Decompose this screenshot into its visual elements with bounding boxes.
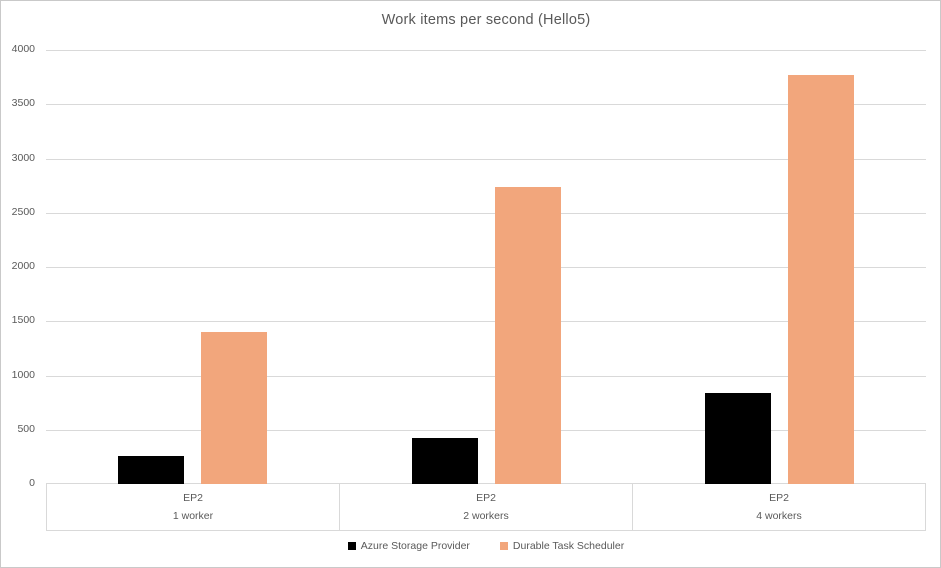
gridline: [46, 430, 926, 431]
category-axis: EP2 1 worker EP2 2 workers EP2 4 workers: [46, 484, 926, 531]
category-label-bottom: 2 workers: [463, 510, 509, 522]
bar-durable-task-scheduler: [495, 187, 561, 484]
y-tick-label: 3500: [11, 97, 35, 109]
category-label-bottom: 1 worker: [172, 510, 214, 522]
y-tick-label: 2500: [11, 206, 35, 218]
gridline: [46, 321, 926, 322]
category-group: EP2 1 worker: [46, 484, 339, 530]
category-label-top: EP2: [476, 492, 496, 504]
gridline: [46, 267, 926, 268]
gridline: [46, 213, 926, 214]
bar-durable-task-scheduler: [788, 75, 854, 484]
bar-azure-storage-provider: [118, 456, 184, 484]
legend-marker-icon: [347, 542, 356, 550]
y-tick-label: 500: [17, 423, 35, 435]
gridline: [46, 159, 926, 160]
bar-durable-task-scheduler: [201, 332, 267, 484]
legend: Azure Storage Provider Durable Task Sched…: [46, 540, 926, 552]
legend-marker-icon: [499, 542, 508, 550]
legend-label: Durable Task Scheduler: [512, 540, 625, 552]
plot-area: [46, 50, 926, 484]
legend-label: Azure Storage Provider: [360, 540, 470, 552]
y-tick-label: 1000: [11, 369, 35, 381]
category-group: EP2 2 workers: [339, 484, 632, 530]
legend-item-azure-storage-provider: Azure Storage Provider: [347, 540, 470, 552]
legend-item-durable-task-scheduler: Durable Task Scheduler: [499, 540, 625, 552]
y-tick-label: 0: [29, 477, 35, 489]
gridline: [46, 376, 926, 377]
x-axis-line: [46, 483, 926, 484]
chart-title: Work items per second (Hello5): [381, 12, 591, 28]
gridline: [46, 50, 926, 51]
y-tick-label: 4000: [11, 43, 35, 55]
bar-azure-storage-provider: [705, 393, 771, 484]
category-label-bottom: 4 workers: [756, 510, 802, 522]
y-tick-label: 2000: [11, 260, 35, 272]
category-group: EP2 4 workers: [632, 484, 925, 530]
category-label-top: EP2: [769, 492, 789, 504]
category-label-top: EP2: [183, 492, 203, 504]
gridline: [46, 104, 926, 105]
y-tick-label: 3000: [11, 152, 35, 164]
y-tick-label: 1500: [11, 314, 35, 326]
bar-azure-storage-provider: [412, 438, 478, 484]
